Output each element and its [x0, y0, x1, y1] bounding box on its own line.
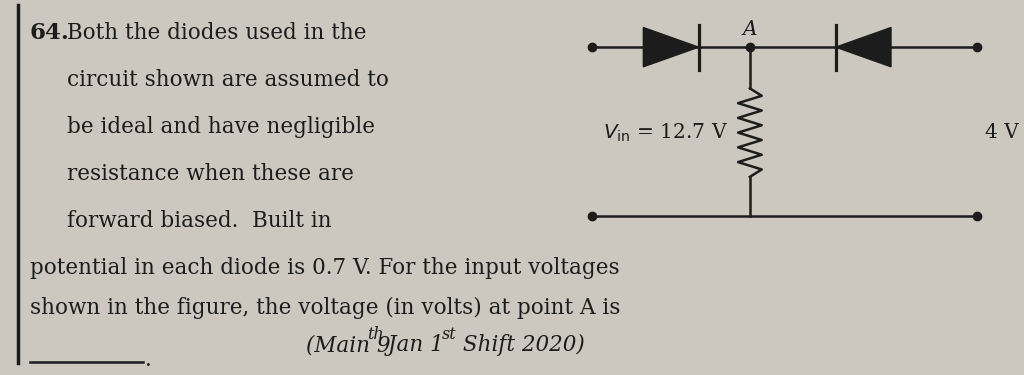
Text: Both the diodes used in the: Both the diodes used in the: [68, 22, 367, 44]
Text: resistance when these are: resistance when these are: [68, 163, 354, 185]
Text: be ideal and have negligible: be ideal and have negligible: [68, 116, 375, 138]
Text: 64.: 64.: [30, 22, 70, 44]
Text: circuit shown are assumed to: circuit shown are assumed to: [68, 69, 389, 91]
Text: 4 V: 4 V: [985, 123, 1019, 142]
Text: .: .: [145, 349, 152, 371]
Text: th: th: [367, 326, 384, 343]
Text: $V_{\mathrm{in}}$ = 12.7 V: $V_{\mathrm{in}}$ = 12.7 V: [603, 122, 728, 144]
Text: st: st: [442, 326, 457, 343]
Text: Shift 2020): Shift 2020): [456, 334, 585, 356]
Text: shown in the figure, the voltage (in volts) at point A is: shown in the figure, the voltage (in vol…: [30, 297, 620, 319]
Polygon shape: [643, 27, 698, 67]
Text: potential in each diode is 0.7 V. For the input voltages: potential in each diode is 0.7 V. For th…: [30, 257, 620, 279]
Text: forward biased.  Built in: forward biased. Built in: [68, 210, 332, 232]
Polygon shape: [836, 27, 891, 67]
Text: Jan 1: Jan 1: [381, 334, 443, 356]
Text: A: A: [742, 20, 757, 39]
Text: (Main 9: (Main 9: [306, 334, 390, 356]
